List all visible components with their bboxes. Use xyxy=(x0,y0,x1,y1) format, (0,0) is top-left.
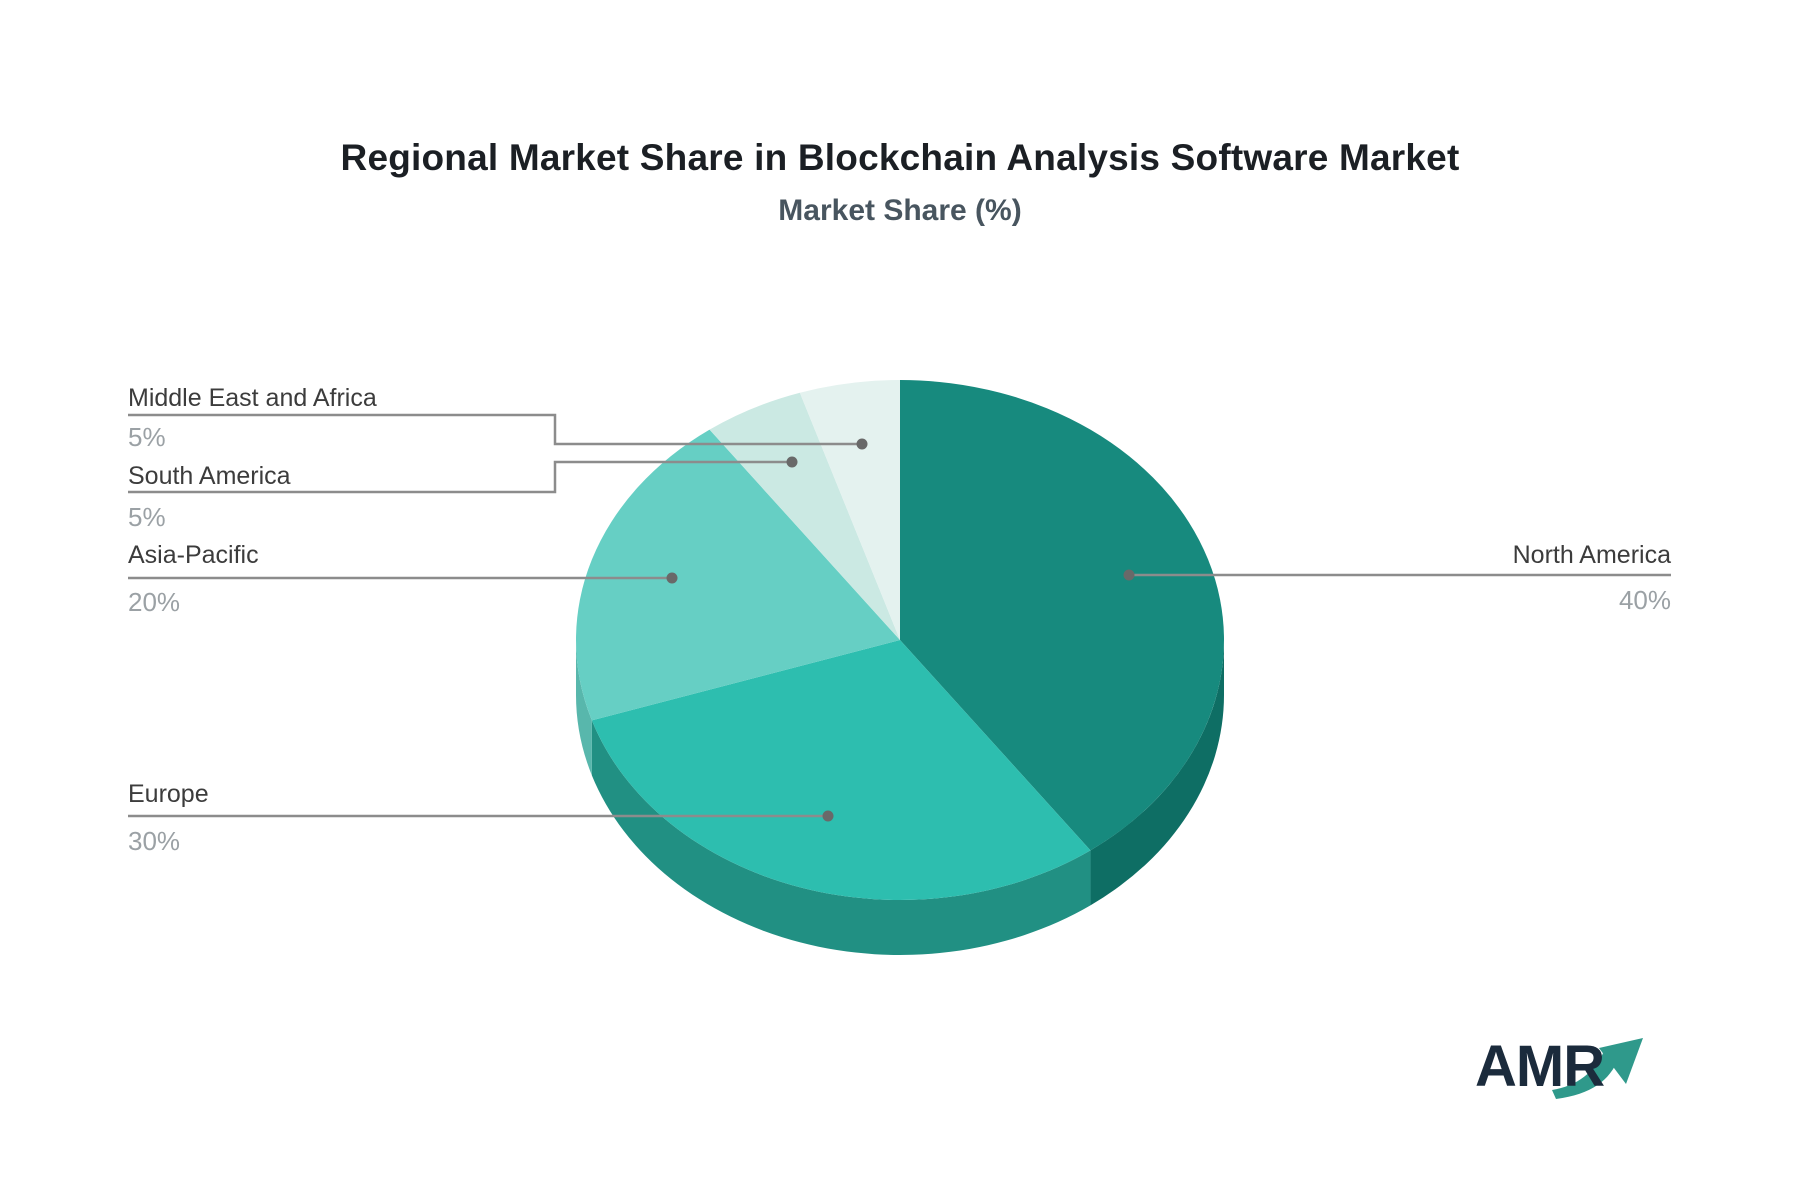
callout-line-south-america xyxy=(128,460,792,494)
pie-slice-europe xyxy=(591,640,1091,900)
slice-label-asia-pacific: Asia-Pacific xyxy=(128,541,259,569)
callout-dot-middle-east-and-africa xyxy=(856,438,868,450)
callout-dot-south-america xyxy=(786,456,798,468)
logo-arrow-icon xyxy=(1552,1051,1619,1099)
callout-dot-europe xyxy=(822,810,834,822)
slice-value-south-america: 5% xyxy=(128,502,166,532)
slice-label-north-america: North America xyxy=(1512,541,1671,569)
pie-slice-north-america xyxy=(900,380,1224,851)
callout-dot-asia-pacific xyxy=(666,572,678,584)
logo-arrowhead-icon xyxy=(1599,1038,1643,1084)
slice-value-north-america: 40% xyxy=(1618,585,1671,615)
pie-slice-side-europe xyxy=(591,720,1091,955)
pie-slice-side-asia-pacific xyxy=(576,640,592,776)
slice-value-middle-east-and-africa: 5% xyxy=(128,422,166,452)
callout-dot-north-america xyxy=(1123,569,1135,581)
slice-label-europe: Europe xyxy=(128,780,209,808)
chart-subtitle: Market Share (%) xyxy=(778,194,1022,227)
chart-title: Regional Market Share in Blockchain Anal… xyxy=(340,137,1460,178)
slice-value-asia-pacific: 20% xyxy=(128,587,181,617)
slice-label-middle-east-and-africa: Middle East and Africa xyxy=(128,384,377,412)
pie-slice-side-north-america xyxy=(1090,640,1224,906)
callout-line-middle-east-and-africa xyxy=(128,413,862,446)
logo-text: AMR xyxy=(1475,1034,1605,1099)
pie-slice-south-america xyxy=(709,392,900,640)
slice-value-europe: 30% xyxy=(128,826,181,856)
slice-label-south-america: South America xyxy=(128,462,291,490)
pie-slice-asia-pacific xyxy=(575,429,900,721)
